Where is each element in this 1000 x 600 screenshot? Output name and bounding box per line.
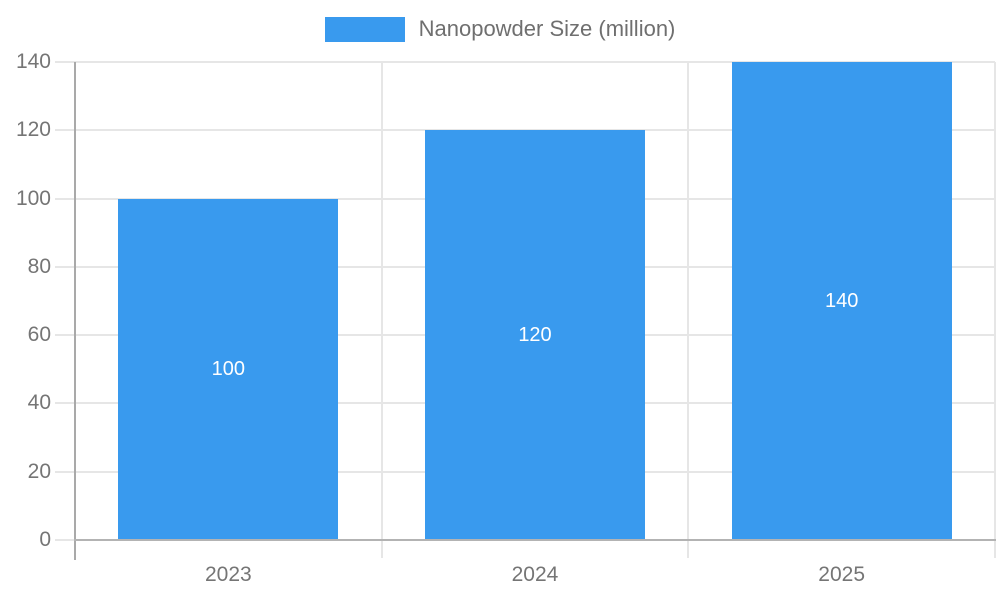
legend[interactable]: Nanopowder Size (million) xyxy=(0,16,1000,42)
legend-swatch[interactable] xyxy=(324,16,405,42)
bar-2023 xyxy=(118,198,339,540)
y-axis-tick-label: 20 xyxy=(27,459,51,483)
x-axis-tick-label-2025: 2025 xyxy=(818,563,866,586)
legend-label: Nanopowder Size (million) xyxy=(418,16,676,41)
y-axis-tick-label: 60 xyxy=(27,323,51,347)
x-axis-tick-label-2023: 2023 xyxy=(204,563,252,586)
bar-value-label: 140 xyxy=(824,290,859,312)
y-axis-tick-label: 120 xyxy=(15,118,51,142)
y-axis-tick-label: 80 xyxy=(27,254,51,278)
gridline-x-2 xyxy=(687,62,690,558)
y-axis-tick-label: 140 xyxy=(15,50,51,73)
y-axis-line xyxy=(74,62,76,560)
x-axis-line xyxy=(74,539,996,541)
bar-value-label: 120 xyxy=(518,324,552,347)
gridline-x-3 xyxy=(994,62,996,558)
y-axis-tick-label: 40 xyxy=(27,391,51,415)
gridline-x-1 xyxy=(380,62,383,558)
y-axis-tick-label: 0 xyxy=(39,528,51,551)
gridline-y-140 xyxy=(55,61,995,63)
y-axis-tick-label: 100 xyxy=(15,186,51,210)
bar-2024 xyxy=(425,130,645,540)
bar-2025 xyxy=(731,62,952,540)
bar-value-label: 100 xyxy=(211,358,246,381)
x-axis-left-tick xyxy=(55,539,75,541)
x-axis-tick-label-2024: 2024 xyxy=(511,563,559,586)
